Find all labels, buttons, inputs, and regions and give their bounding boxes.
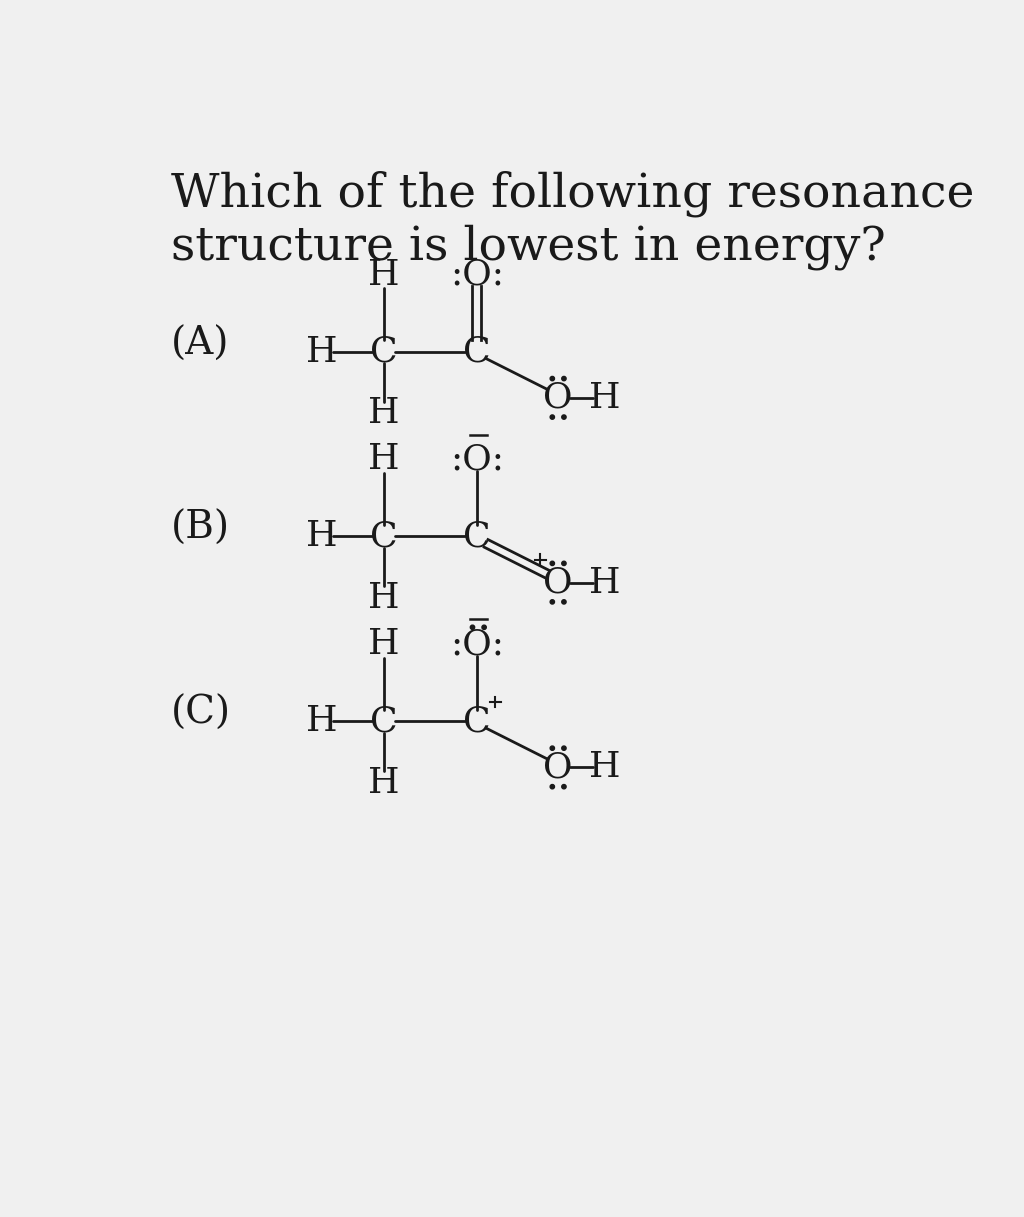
Text: (A): (A) (171, 325, 229, 363)
Circle shape (562, 415, 566, 419)
Text: H: H (368, 581, 399, 615)
Circle shape (562, 600, 566, 604)
Circle shape (550, 600, 554, 604)
Circle shape (562, 746, 566, 751)
Text: Which of the following resonance: Which of the following resonance (171, 170, 974, 217)
Text: :O:: :O: (450, 443, 504, 476)
Text: :O:: :O: (450, 258, 504, 292)
Text: C: C (463, 335, 490, 369)
Text: O: O (544, 751, 572, 785)
Circle shape (550, 376, 554, 381)
Circle shape (562, 376, 566, 381)
Text: :O:: :O: (450, 627, 504, 661)
Text: O: O (544, 566, 572, 600)
Text: H: H (368, 627, 399, 661)
Text: C: C (370, 520, 397, 554)
Text: H: H (306, 520, 338, 554)
Circle shape (482, 626, 486, 629)
Text: C: C (370, 335, 397, 369)
Text: H: H (368, 397, 399, 431)
Text: H: H (368, 765, 399, 800)
Text: structure is lowest in energy?: structure is lowest in energy? (171, 225, 886, 270)
Circle shape (550, 746, 554, 751)
Circle shape (562, 785, 566, 789)
Text: (B): (B) (171, 510, 229, 548)
Text: H: H (368, 443, 399, 476)
Circle shape (470, 626, 475, 629)
Text: H: H (589, 751, 621, 785)
Text: H: H (306, 335, 338, 369)
Text: H: H (589, 381, 621, 415)
Text: H: H (368, 258, 399, 292)
Circle shape (550, 561, 554, 566)
Text: C: C (463, 705, 490, 739)
Circle shape (550, 415, 554, 419)
Text: H: H (306, 705, 338, 739)
Circle shape (562, 561, 566, 566)
Circle shape (550, 785, 554, 789)
Text: C: C (370, 705, 397, 739)
Text: (C): (C) (171, 695, 230, 733)
Text: H: H (589, 566, 621, 600)
Text: O: O (544, 381, 572, 415)
Text: C: C (463, 520, 490, 554)
